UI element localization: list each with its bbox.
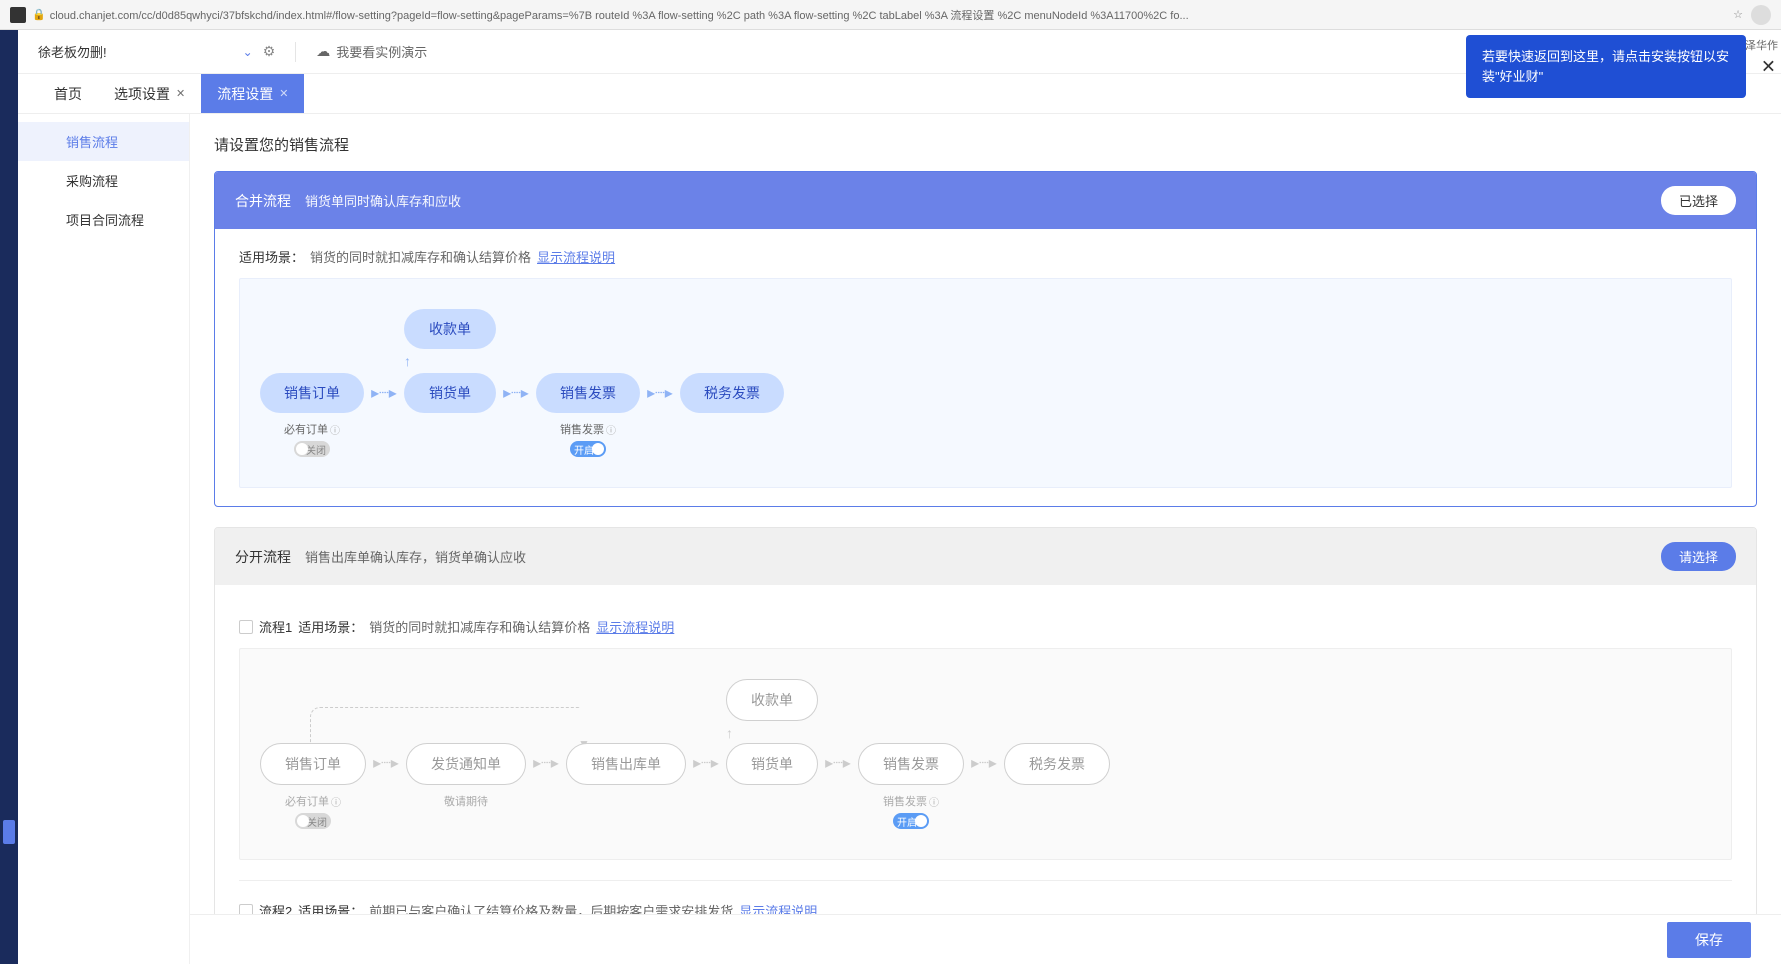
- content-area: 请设置您的销售流程 合并流程 销货单同时确认库存和应收 已选择 适用场景： 销货…: [190, 114, 1781, 964]
- url-text: cloud.chanjet.com/cc/d0d85qwhyci/37bfskc…: [50, 7, 1725, 23]
- flow1-section: 流程1 适用场景： 销货的同时就扣减库存和确认结算价格 显示流程说明 ▼ 销售订…: [239, 603, 1732, 860]
- org-selector[interactable]: 徐老板勿删! ⌄: [38, 42, 253, 61]
- tab-home[interactable]: 首页: [38, 74, 98, 113]
- scenario-label: 适用场景：: [298, 617, 363, 636]
- bookmark-star-icon[interactable]: ☆: [1733, 8, 1743, 21]
- left-nav-indicator: [3, 820, 15, 844]
- tab-flow-setting[interactable]: 流程设置 ✕: [201, 74, 304, 113]
- sidebar-item-sales[interactable]: 销售流程: [18, 122, 189, 161]
- node-delivery: 销货单: [404, 373, 496, 413]
- left-nav-edge: [0, 30, 18, 964]
- site-icon: [10, 7, 26, 23]
- scenario-label: 适用场景：: [239, 247, 304, 266]
- toast-text: 若要快速返回到这里，请点击安装按钮以安装"好业财": [1482, 49, 1729, 84]
- browser-address-bar: 🔒 cloud.chanjet.com/cc/d0d85qwhyci/37bfs…: [0, 0, 1781, 30]
- lock-icon: 🔒: [32, 8, 46, 21]
- arrow-icon: ▸┈▸: [503, 383, 529, 403]
- node-sales-invoice: 销售发票: [536, 373, 640, 413]
- merge-diagram: 销售订单 必有订单ⓘ 关闭 ▸┈▸ 收款单 ↑ 销货单: [239, 278, 1732, 488]
- merge-flow-header: 合并流程 销货单同时确认库存和应收 已选择: [215, 172, 1756, 229]
- tab-close-icon[interactable]: ✕: [176, 87, 185, 100]
- cap-sales-invoice: 销售发票ⓘ: [560, 421, 616, 437]
- org-name: 徐老板勿删!: [38, 42, 107, 61]
- show-flow-link[interactable]: 显示流程说明: [596, 617, 674, 636]
- tab-label: 首页: [54, 84, 82, 104]
- merge-flow-subtitle: 销货单同时确认库存和应收: [305, 191, 1661, 210]
- footer-bar: 保存: [190, 914, 1781, 964]
- split-flow-title: 分开流程: [235, 547, 291, 567]
- arrow-icon: ▸┈▸: [647, 383, 673, 403]
- sidebar-item-purchase[interactable]: 采购流程: [18, 161, 189, 200]
- merge-scenario: 适用场景： 销货的同时就扣减库存和确认结算价格 显示流程说明: [239, 247, 1732, 266]
- split-flow-subtitle: 销售出库单确认库存，销货单确认应收: [305, 547, 1661, 566]
- cap-sales-invoice: 销售发票ⓘ: [883, 793, 939, 809]
- node-tax-invoice: 税务发票: [680, 373, 784, 413]
- cap-coming-soon: 敬请期待: [444, 793, 488, 809]
- right-corner-badge: 泽华作: [1745, 37, 1778, 53]
- demo-label: 我要看实例演示: [336, 42, 427, 61]
- gear-icon[interactable]: ⚙: [263, 43, 276, 60]
- arrow-icon: ▸┈▸: [971, 753, 997, 773]
- arrow-up-icon: ↑: [404, 353, 411, 369]
- cloud-icon: ☁: [316, 43, 330, 60]
- toggle-must-order[interactable]: 关闭: [294, 441, 330, 457]
- arrow-icon: ▸┈▸: [373, 753, 399, 773]
- split-flow-header: 分开流程 销售出库单确认库存，销货单确认应收 请选择: [215, 528, 1756, 585]
- node-delivery: 销货单: [726, 743, 818, 785]
- node-receipt: 收款单: [726, 679, 818, 721]
- arrow-up-icon: ↑: [726, 725, 733, 741]
- cap-must-order: 必有订单ⓘ: [284, 421, 340, 437]
- arrow-icon: ▸┈▸: [371, 383, 397, 403]
- cap-must-order: 必有订单ⓘ: [285, 793, 341, 809]
- node-receipt: 收款单: [404, 309, 496, 349]
- scenario-text: 销货的同时就扣减库存和确认结算价格: [369, 617, 590, 636]
- sidebar: 销售流程 采购流程 项目合同流程: [18, 114, 190, 964]
- scenario-text: 销货的同时就扣减库存和确认结算价格: [310, 247, 531, 266]
- help-icon: ⓘ: [929, 794, 939, 809]
- help-icon: ⓘ: [606, 422, 616, 437]
- flow1-scenario: 流程1 适用场景： 销货的同时就扣减库存和确认结算价格 显示流程说明: [239, 617, 1732, 636]
- node-outbound: 销售出库单: [566, 743, 686, 785]
- toast-close-icon[interactable]: ✕: [1761, 53, 1776, 80]
- divider: [295, 42, 296, 62]
- flow1-diagram: ▼ 销售订单 必有订单ⓘ 关闭 ▸┈▸ 发货通知单 敬请期待: [239, 648, 1732, 860]
- save-button[interactable]: 保存: [1667, 922, 1751, 958]
- flow1-checkbox[interactable]: [239, 620, 253, 634]
- merge-flow-badge[interactable]: 已选择: [1661, 186, 1736, 215]
- merge-flow-title: 合并流程: [235, 191, 291, 211]
- arrow-icon: ▸┈▸: [825, 753, 851, 773]
- toggle-sales-invoice[interactable]: 开启: [893, 813, 929, 829]
- split-flow-badge[interactable]: 请选择: [1661, 542, 1736, 571]
- tab-option-setting[interactable]: 选项设置 ✕: [98, 74, 201, 113]
- tab-close-icon[interactable]: ✕: [279, 87, 288, 100]
- dashed-curve: [310, 707, 580, 743]
- tab-label: 选项设置: [114, 84, 170, 104]
- arrow-icon: ▸┈▸: [533, 753, 559, 773]
- node-ship-notice: 发货通知单: [406, 743, 526, 785]
- help-icon: ⓘ: [331, 794, 341, 809]
- help-icon: ⓘ: [330, 422, 340, 437]
- flow1-name: 流程1: [259, 617, 292, 636]
- split-flow-card: 分开流程 销售出库单确认库存，销货单确认应收 请选择 流程1 适用场景： 销货的…: [214, 527, 1757, 951]
- toggle-sales-invoice[interactable]: 开启: [570, 441, 606, 457]
- install-toast: 若要快速返回到这里，请点击安装按钮以安装"好业财" ✕: [1466, 35, 1746, 98]
- chevron-down-icon: ⌄: [243, 45, 253, 59]
- node-sales-order: 销售订单: [260, 743, 366, 785]
- page-title: 请设置您的销售流程: [214, 134, 1757, 155]
- show-flow-link[interactable]: 显示流程说明: [537, 247, 615, 266]
- node-tax-invoice: 税务发票: [1004, 743, 1110, 785]
- arrow-icon: ▸┈▸: [693, 753, 719, 773]
- tab-label: 流程设置: [217, 84, 273, 104]
- sidebar-item-project[interactable]: 项目合同流程: [18, 200, 189, 239]
- browser-avatar[interactable]: [1751, 5, 1771, 25]
- merge-flow-card: 合并流程 销货单同时确认库存和应收 已选择 适用场景： 销货的同时就扣减库存和确…: [214, 171, 1757, 507]
- node-sales-order: 销售订单: [260, 373, 364, 413]
- toggle-must-order[interactable]: 关闭: [295, 813, 331, 829]
- demo-link[interactable]: ☁ 我要看实例演示: [316, 42, 427, 61]
- node-sales-invoice: 销售发票: [858, 743, 964, 785]
